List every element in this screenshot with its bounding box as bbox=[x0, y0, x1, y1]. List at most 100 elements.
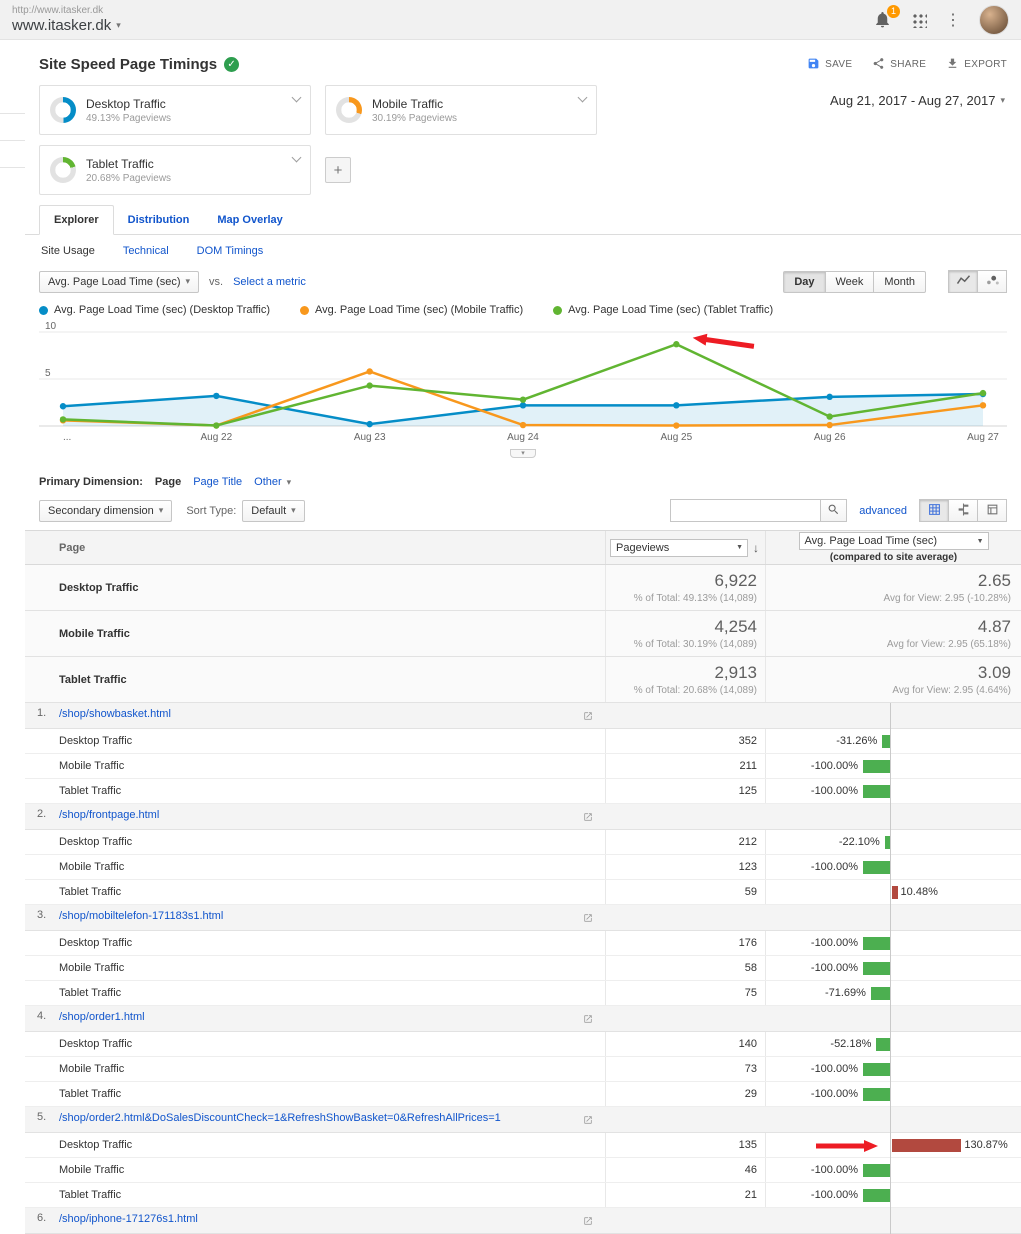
comparison-view-button[interactable] bbox=[948, 499, 978, 522]
segment-card-tablet-traffic[interactable]: Tablet Traffic 20.68% Pageviews bbox=[39, 145, 311, 195]
delta-cell: -100.00% bbox=[765, 956, 1021, 980]
line-chart-view-button[interactable] bbox=[948, 270, 978, 293]
pageviews-value: 58 bbox=[605, 956, 765, 980]
date-range-selector[interactable]: Aug 21, 2017 - Aug 27, 2017 ▾ bbox=[830, 93, 1005, 108]
apps-grid-icon[interactable] bbox=[911, 11, 927, 28]
legend-dot-icon bbox=[300, 305, 310, 315]
export-button[interactable]: EXPORT bbox=[946, 57, 1007, 73]
segment-label: Tablet Traffic bbox=[59, 1088, 122, 1100]
delta-bar bbox=[863, 785, 891, 798]
segment-card-desktop-traffic[interactable]: Desktop Traffic 49.13% Pageviews bbox=[39, 85, 311, 135]
table-row: Mobile Traffic 58 -100.00% bbox=[25, 956, 1021, 981]
page-cell: 5. /shop/order2.html&DoSalesDiscountCheck… bbox=[25, 1111, 605, 1129]
delta-cell: -100.00% bbox=[765, 1183, 1021, 1207]
segment-detail: 49.13% Pageviews bbox=[86, 112, 172, 124]
sort-type-dropdown[interactable]: Default ▾ bbox=[242, 499, 305, 522]
select-metric-link[interactable]: Select a metric bbox=[233, 275, 306, 288]
share-button[interactable]: SHARE bbox=[872, 57, 926, 73]
granularity-month-button[interactable]: Month bbox=[873, 270, 926, 293]
table-header: Page Pageviews ▼ ↓ Avg. Page Load Time (… bbox=[25, 531, 1021, 565]
subtab-dom-timings[interactable]: DOM Timings bbox=[196, 245, 264, 257]
row-index: 3. bbox=[37, 908, 47, 921]
notification-badge: 1 bbox=[887, 4, 900, 18]
delta-cell: -31.26% bbox=[765, 729, 1021, 753]
dimension-other[interactable]: Other ▾ bbox=[254, 476, 291, 488]
search-button[interactable] bbox=[820, 499, 848, 522]
delta-bar bbox=[870, 987, 891, 1000]
sort-descending-icon[interactable]: ↓ bbox=[753, 540, 759, 555]
chevron-down-icon[interactable] bbox=[577, 92, 588, 103]
page-link[interactable]: /shop/mobiltelefon-171183s1.html bbox=[59, 909, 224, 922]
metric-dropdown[interactable]: Avg. Page Load Time (sec) ▾ bbox=[39, 270, 200, 293]
granularity-day-button[interactable]: Day bbox=[783, 270, 826, 293]
select-arrow-icon: ▼ bbox=[976, 537, 984, 545]
open-report-icon[interactable] bbox=[583, 1014, 593, 1024]
segment-cell: Mobile Traffic bbox=[25, 1158, 605, 1182]
save-button[interactable]: SAVE bbox=[807, 57, 852, 73]
account-name: www.itasker.dk bbox=[12, 17, 112, 34]
chevron-down-icon[interactable] bbox=[291, 92, 302, 103]
delta-cell: -100.00% bbox=[765, 1158, 1021, 1182]
timeseries-chart[interactable]: 5 10... Aug 22 Aug 23 Aug 24 Aug 25 Aug 26 Aug … bbox=[39, 321, 1007, 447]
tab-distribution[interactable]: Distribution bbox=[114, 206, 204, 234]
notifications-button[interactable]: 1 bbox=[873, 4, 900, 30]
summary-row: Mobile Traffic 4,254 % of Total: 30.19% … bbox=[25, 611, 1021, 657]
metric-total-sub: Avg for View: 2.95 (-10.28%) bbox=[883, 593, 1011, 604]
subtab-technical[interactable]: Technical bbox=[122, 245, 169, 257]
secondary-dimension-dropdown[interactable]: Secondary dimension ▾ bbox=[39, 499, 173, 522]
delta-bar bbox=[884, 836, 891, 849]
chevron-down-icon[interactable] bbox=[291, 152, 302, 163]
motion-chart-view-button[interactable] bbox=[977, 270, 1007, 293]
pageviews-column-selector[interactable]: Pageviews ▼ bbox=[610, 538, 748, 557]
segment-cell: Desktop Traffic bbox=[25, 1032, 605, 1056]
open-report-icon[interactable] bbox=[583, 1115, 593, 1125]
segment-name: Mobile Traffic bbox=[372, 96, 444, 111]
dimension-page[interactable]: Page bbox=[154, 476, 182, 488]
segment-cell: Desktop Traffic bbox=[25, 729, 605, 753]
page-link[interactable]: /shop/iphone-171276s1.html bbox=[59, 1212, 198, 1225]
chart-expand-handle[interactable]: ▾ bbox=[510, 449, 536, 458]
open-report-icon[interactable] bbox=[583, 1216, 593, 1226]
granularity-week-button[interactable]: Week bbox=[824, 270, 875, 293]
metric-selector-label: Avg. Page Load Time (sec) bbox=[804, 535, 937, 547]
avatar[interactable] bbox=[979, 4, 1009, 35]
page-link[interactable]: /shop/order1.html bbox=[59, 1010, 145, 1023]
subtab-site-usage[interactable]: Site Usage bbox=[41, 245, 95, 257]
summary-label: Desktop Traffic bbox=[59, 581, 139, 594]
metric-column-selector[interactable]: Avg. Page Load Time (sec) ▼ bbox=[798, 532, 989, 550]
account-selector[interactable]: www.itasker.dk ▾ bbox=[12, 17, 121, 34]
delta-bar bbox=[892, 886, 898, 899]
table-row: Desktop Traffic 176 -100.00% bbox=[25, 931, 1021, 956]
pivot-view-button[interactable] bbox=[977, 499, 1007, 522]
tab-map-overlay[interactable]: Map Overlay bbox=[203, 206, 296, 234]
dimension-page-title[interactable]: Page Title bbox=[193, 476, 243, 488]
pageviews-value: 211 bbox=[605, 754, 765, 778]
summary-metric: 4.87 Avg for View: 2.95 (65.18%) bbox=[765, 611, 1021, 656]
row-index: 5. bbox=[37, 1110, 47, 1123]
segment-label: Tablet Traffic bbox=[59, 886, 122, 898]
metric-note: (compared to site average) bbox=[829, 552, 958, 563]
page-link[interactable]: /shop/showbasket.html bbox=[59, 707, 171, 720]
column-header-page[interactable]: Page bbox=[59, 541, 86, 554]
page-link[interactable]: /shop/frontpage.html bbox=[59, 808, 160, 821]
advanced-link[interactable]: advanced bbox=[859, 504, 907, 517]
search-input[interactable] bbox=[670, 499, 821, 522]
delta-bar bbox=[863, 1189, 891, 1202]
overflow-menu-icon[interactable]: ⋮ bbox=[945, 11, 961, 29]
segment-card-mobile-traffic[interactable]: Mobile Traffic 30.19% Pageviews bbox=[325, 85, 597, 135]
delta-percent: -52.18% bbox=[830, 1038, 872, 1050]
delta-percent: -31.26% bbox=[836, 735, 878, 747]
legend-item: Avg. Page Load Time (sec) (Desktop Traff… bbox=[39, 304, 270, 316]
tab-explorer[interactable]: Explorer bbox=[39, 205, 114, 235]
svg-text:...: ... bbox=[63, 432, 71, 443]
open-report-icon[interactable] bbox=[583, 812, 593, 822]
open-report-icon[interactable] bbox=[583, 913, 593, 923]
segment-label: Desktop Traffic bbox=[59, 1038, 133, 1050]
summary-label: Mobile Traffic bbox=[59, 627, 130, 640]
page-link[interactable]: /shop/order2.html&DoSalesDiscountCheck=1… bbox=[59, 1111, 501, 1124]
data-table-view-button[interactable] bbox=[919, 499, 949, 522]
data-table: Page Pageviews ▼ ↓ Avg. Page Load Time (… bbox=[25, 530, 1021, 1234]
add-segment-button[interactable]: + bbox=[325, 157, 351, 183]
metric-total: 3.09 bbox=[977, 663, 1011, 682]
open-report-icon[interactable] bbox=[583, 711, 593, 721]
